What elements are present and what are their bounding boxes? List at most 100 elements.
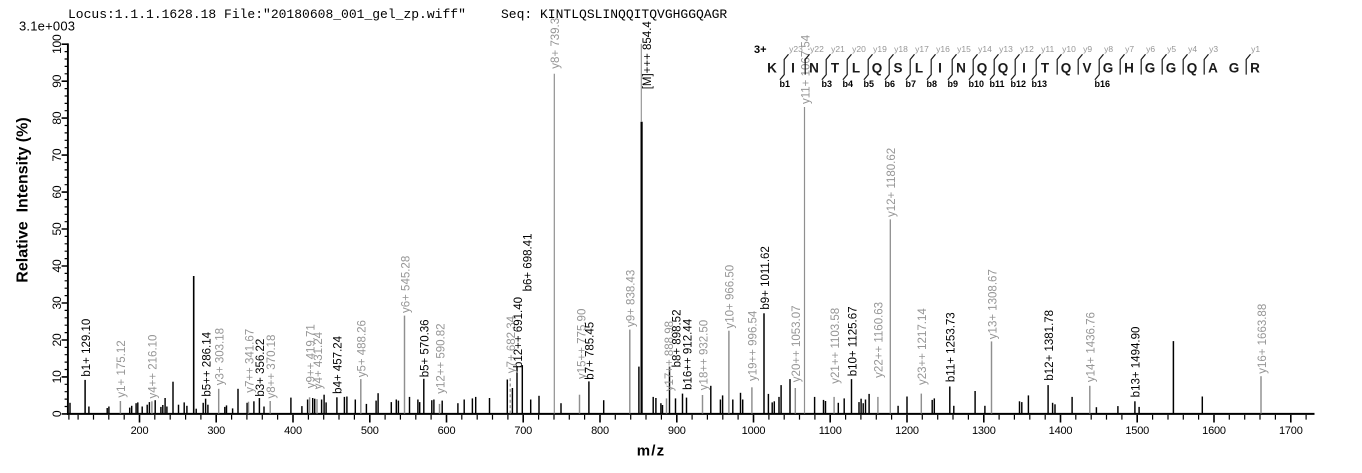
svg-text:1200: 1200 bbox=[895, 425, 919, 437]
svg-text:m/z: m/z bbox=[637, 443, 666, 460]
svg-text:y9: y9 bbox=[1083, 44, 1092, 54]
svg-text:1300: 1300 bbox=[972, 425, 996, 437]
svg-text:y7: y7 bbox=[1125, 44, 1134, 54]
svg-text:H: H bbox=[1124, 61, 1134, 76]
svg-text:3+: 3+ bbox=[754, 44, 767, 56]
svg-text:y20: y20 bbox=[852, 44, 866, 54]
svg-text:b7+ 785.45: b7+ 785.45 bbox=[585, 322, 597, 380]
svg-text:y16+ 1663.88: y16+ 1663.88 bbox=[1257, 304, 1269, 374]
svg-text:50: 50 bbox=[50, 222, 64, 235]
svg-text:b8+ 898.52: b8+ 898.52 bbox=[671, 310, 683, 368]
svg-text:y6+ 545.28: y6+ 545.28 bbox=[400, 256, 412, 313]
svg-text:y22++ 1160.63: y22++ 1160.63 bbox=[874, 302, 886, 378]
svg-text:y3: y3 bbox=[1209, 44, 1218, 54]
svg-text:b10+ 1125.67: b10+ 1125.67 bbox=[847, 306, 859, 376]
svg-text:y8: y8 bbox=[1104, 44, 1113, 54]
svg-text:800: 800 bbox=[591, 425, 609, 437]
svg-text:b4: b4 bbox=[843, 79, 854, 89]
svg-text:R: R bbox=[1250, 61, 1260, 76]
svg-text:b13+ 1494.90: b13+ 1494.90 bbox=[1131, 327, 1143, 398]
svg-text:y1+ 175.12: y1+ 175.12 bbox=[116, 340, 128, 397]
svg-text:Q: Q bbox=[977, 61, 988, 76]
svg-text:b6: b6 bbox=[885, 79, 896, 89]
svg-text:300: 300 bbox=[207, 425, 225, 437]
svg-text:3.1e+003: 3.1e+003 bbox=[19, 19, 75, 34]
svg-text:600: 600 bbox=[438, 425, 456, 437]
svg-text:10: 10 bbox=[50, 370, 64, 383]
svg-text:y10: y10 bbox=[1062, 44, 1076, 54]
svg-text:y18: y18 bbox=[894, 44, 908, 54]
svg-text:b3+ 356.22: b3+ 356.22 bbox=[255, 339, 267, 397]
svg-text:400: 400 bbox=[284, 425, 302, 437]
svg-text:y17: y17 bbox=[915, 44, 929, 54]
svg-text:b13: b13 bbox=[1032, 79, 1048, 89]
svg-text:y15: y15 bbox=[957, 44, 971, 54]
svg-text:Seq: KINTLQSLINQQITQVGHGGQAGR: Seq: KINTLQSLINQQITQVGHGGQAGR bbox=[501, 7, 727, 22]
svg-text:b16++ 912.44: b16++ 912.44 bbox=[682, 318, 694, 390]
svg-text:b12+ 1381.78: b12+ 1381.78 bbox=[1044, 310, 1056, 381]
svg-text:200: 200 bbox=[131, 425, 149, 437]
svg-text:1100: 1100 bbox=[819, 425, 842, 437]
svg-text:b16: b16 bbox=[1095, 79, 1111, 89]
svg-text:K: K bbox=[767, 61, 777, 76]
svg-text:y10+ 966.50: y10+ 966.50 bbox=[725, 265, 737, 329]
svg-text:y7+ 682.34: y7+ 682.34 bbox=[506, 315, 518, 373]
svg-text:y20++ 1053.07: y20++ 1053.07 bbox=[791, 305, 803, 382]
svg-text:b3: b3 bbox=[822, 79, 833, 89]
svg-text:I: I bbox=[1022, 61, 1026, 76]
svg-text:b12: b12 bbox=[1011, 79, 1027, 89]
svg-text:y11+ 1067.54: y11+ 1067.54 bbox=[800, 34, 812, 104]
svg-text:y4: y4 bbox=[1188, 44, 1197, 54]
svg-text:S: S bbox=[893, 61, 902, 76]
svg-text:y9+ 838.43: y9+ 838.43 bbox=[626, 270, 638, 327]
svg-text:y8++ 370.18: y8++ 370.18 bbox=[266, 335, 278, 399]
svg-text:Q: Q bbox=[1187, 61, 1198, 76]
svg-text:y13: y13 bbox=[999, 44, 1013, 54]
svg-text:Relative Intensity (%): Relative Intensity (%) bbox=[15, 117, 32, 282]
svg-text:y12: y12 bbox=[1020, 44, 1034, 54]
svg-text:y9++ 419.71: y9++ 419.71 bbox=[305, 324, 317, 388]
svg-text:y6: y6 bbox=[1146, 44, 1155, 54]
svg-text:y4+ 431.24: y4+ 431.24 bbox=[313, 331, 325, 389]
svg-text:b11: b11 bbox=[990, 79, 1005, 89]
svg-text:Q: Q bbox=[1061, 61, 1072, 76]
svg-text:y17++ 888.98: y17++ 888.98 bbox=[664, 321, 676, 391]
svg-text:G: G bbox=[1103, 61, 1114, 76]
svg-text:y14: y14 bbox=[978, 44, 992, 54]
svg-text:y16: y16 bbox=[936, 44, 950, 54]
svg-text:G: G bbox=[1166, 61, 1177, 76]
svg-text:y4++ 216.10: y4++ 216.10 bbox=[148, 335, 160, 399]
svg-text:y19++ 996.54: y19++ 996.54 bbox=[748, 310, 760, 381]
svg-text:y5+ 488.26: y5+ 488.26 bbox=[357, 320, 369, 377]
svg-text:N: N bbox=[809, 61, 819, 76]
svg-text:y22: y22 bbox=[810, 44, 824, 54]
svg-text:L: L bbox=[915, 61, 923, 76]
svg-text:b1: b1 bbox=[780, 79, 791, 89]
svg-text:y5: y5 bbox=[1167, 44, 1176, 54]
svg-text:y7++ 341.67: y7++ 341.67 bbox=[244, 329, 256, 393]
svg-text:1400: 1400 bbox=[1049, 425, 1073, 437]
svg-text:I: I bbox=[791, 61, 795, 76]
svg-text:90: 90 bbox=[50, 74, 64, 87]
svg-text:700: 700 bbox=[514, 425, 532, 437]
svg-text:900: 900 bbox=[668, 425, 686, 437]
svg-text:y8+ 739.3: y8+ 739.3 bbox=[550, 18, 562, 69]
svg-text:y19: y19 bbox=[873, 44, 887, 54]
svg-text:y3+ 303.18: y3+ 303.18 bbox=[215, 328, 227, 385]
svg-text:b4+ 457.24: b4+ 457.24 bbox=[333, 335, 345, 393]
svg-text:y21: y21 bbox=[831, 44, 845, 54]
svg-text:L: L bbox=[852, 61, 860, 76]
svg-text:y15++ 775.90: y15++ 775.90 bbox=[577, 309, 589, 379]
svg-text:b1+ 129.10: b1+ 129.10 bbox=[81, 319, 93, 377]
svg-text:1700: 1700 bbox=[1279, 425, 1303, 437]
svg-text:G: G bbox=[1229, 61, 1240, 76]
svg-text:500: 500 bbox=[361, 425, 379, 437]
svg-text:80: 80 bbox=[50, 111, 64, 124]
svg-text:b5: b5 bbox=[864, 79, 875, 89]
svg-text:b8: b8 bbox=[927, 79, 938, 89]
svg-text:Locus:1.1.1.1628.18 File:"2018: Locus:1.1.1.1628.18 File:"20180608_001_g… bbox=[68, 7, 466, 22]
svg-text:0: 0 bbox=[50, 410, 64, 417]
svg-text:b9: b9 bbox=[948, 79, 959, 89]
svg-text:y12+ 1180.62: y12+ 1180.62 bbox=[886, 148, 898, 217]
svg-text:60: 60 bbox=[50, 185, 64, 198]
